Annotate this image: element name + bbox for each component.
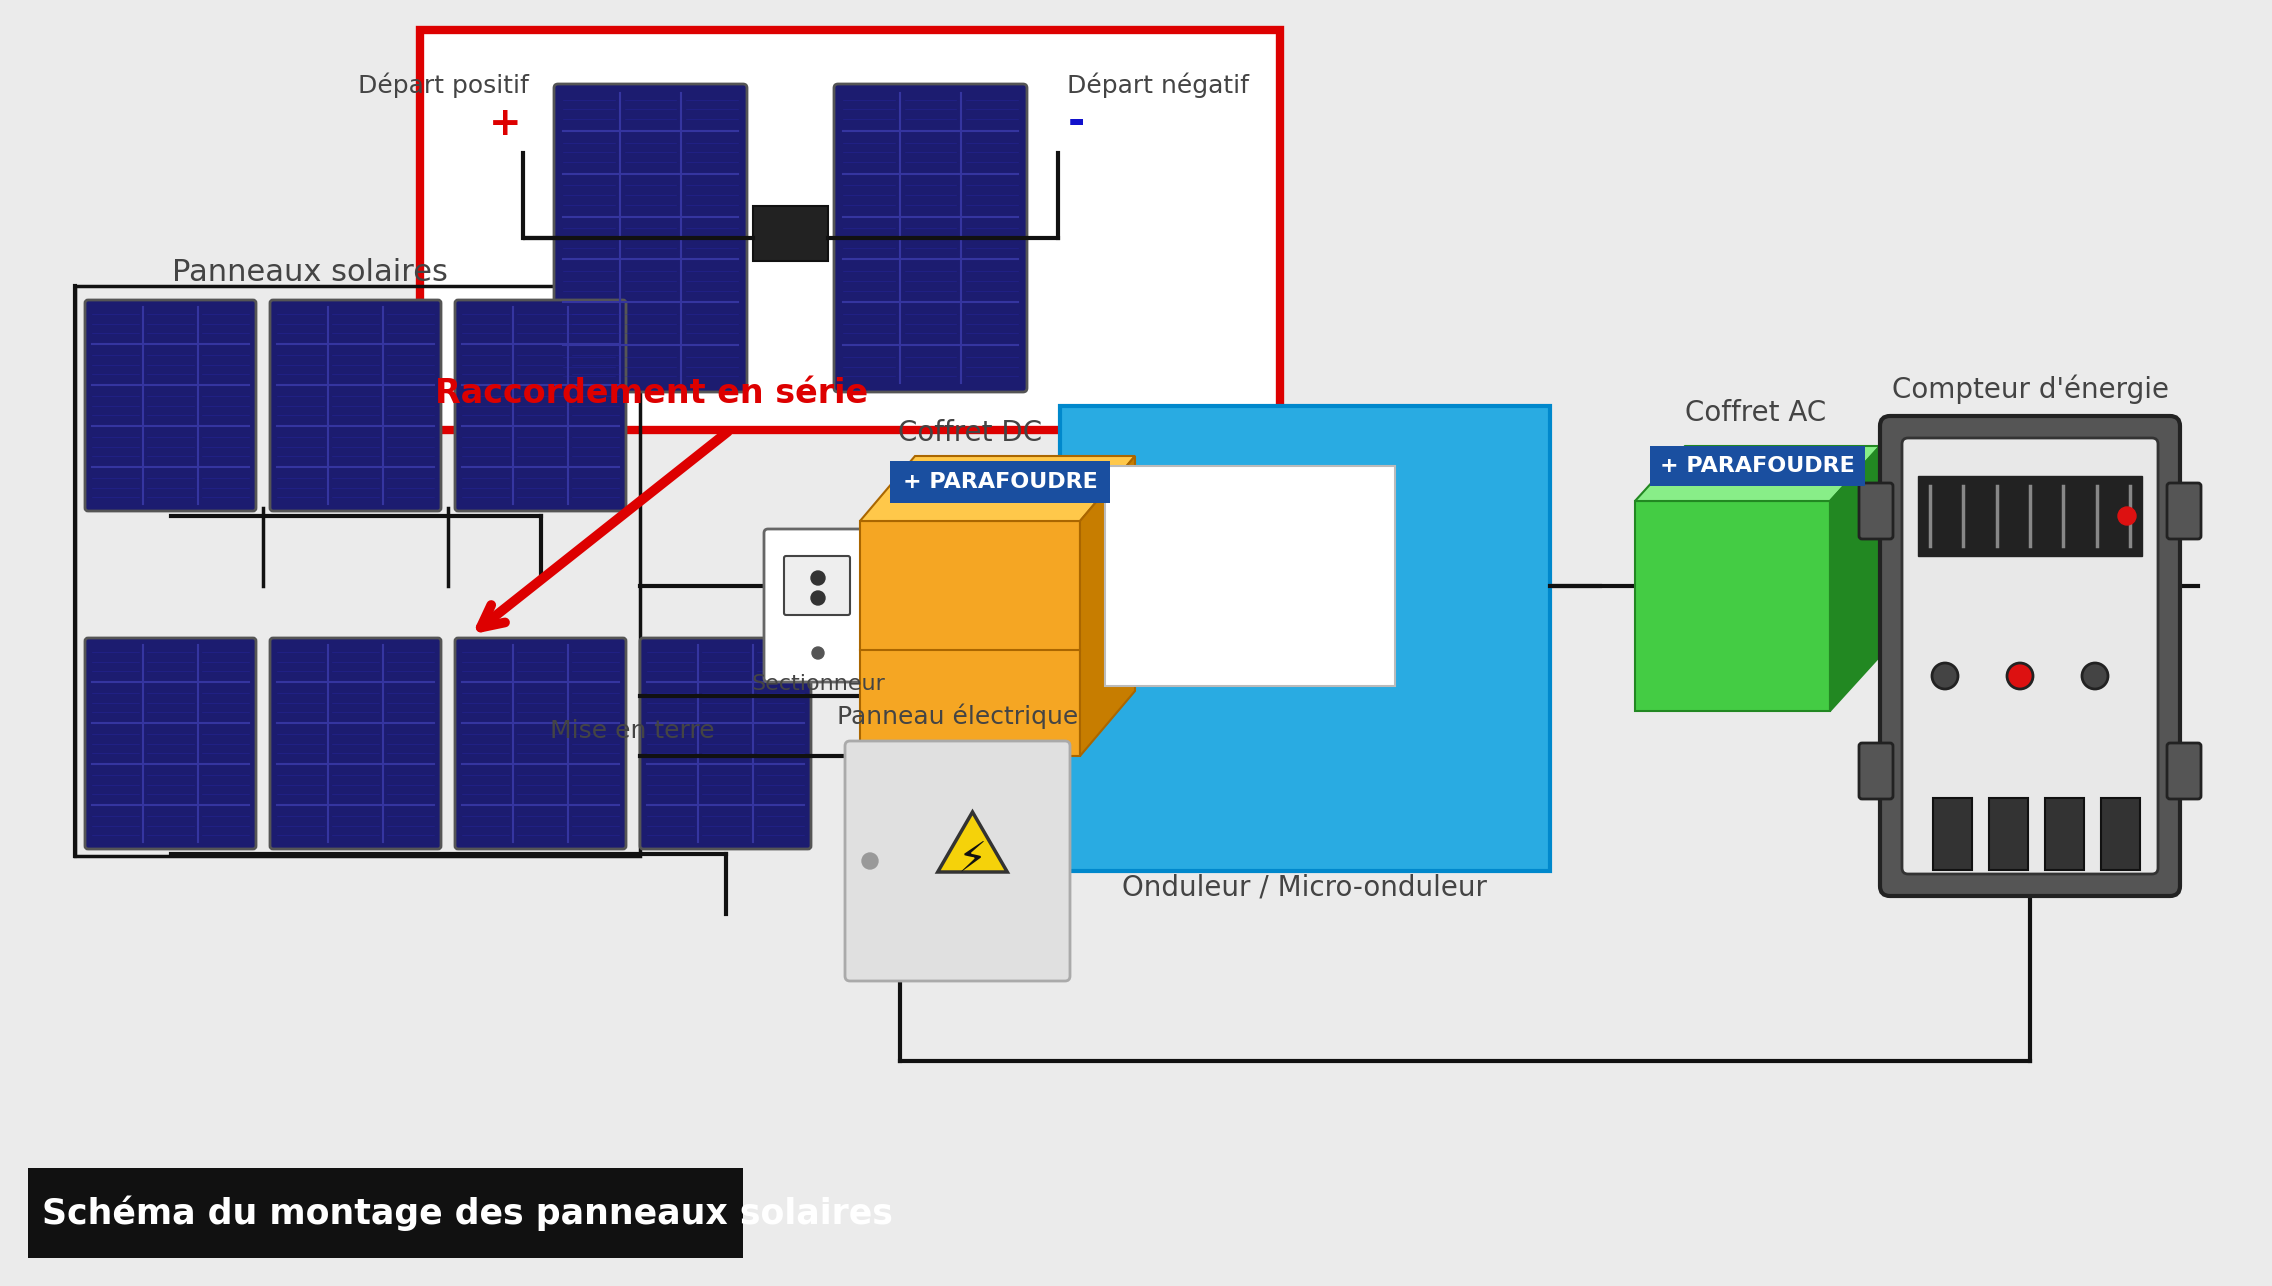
FancyBboxPatch shape xyxy=(834,84,1027,392)
FancyBboxPatch shape xyxy=(270,638,441,849)
Polygon shape xyxy=(861,457,1136,521)
Circle shape xyxy=(2081,664,2108,689)
FancyBboxPatch shape xyxy=(1918,476,2142,556)
FancyBboxPatch shape xyxy=(845,741,1070,981)
FancyBboxPatch shape xyxy=(554,84,747,392)
Circle shape xyxy=(811,592,825,604)
FancyBboxPatch shape xyxy=(752,206,827,261)
FancyBboxPatch shape xyxy=(1649,446,1865,486)
Text: Schéma du montage des panneaux solaires: Schéma du montage des panneaux solaires xyxy=(41,1195,893,1231)
Circle shape xyxy=(811,647,825,658)
Polygon shape xyxy=(938,811,1006,872)
Polygon shape xyxy=(1829,446,1879,711)
Polygon shape xyxy=(1636,446,1879,502)
FancyBboxPatch shape xyxy=(1858,484,1893,539)
FancyBboxPatch shape xyxy=(2102,799,2140,871)
Text: Compteur d'énergie: Compteur d'énergie xyxy=(1893,374,2167,404)
FancyBboxPatch shape xyxy=(641,638,811,849)
FancyBboxPatch shape xyxy=(454,638,627,849)
Text: Panneaux solaires: Panneaux solaires xyxy=(173,258,448,287)
Text: -: - xyxy=(1068,102,1084,143)
FancyBboxPatch shape xyxy=(420,30,1279,430)
Text: Raccordement en série: Raccordement en série xyxy=(434,377,868,410)
FancyBboxPatch shape xyxy=(27,1168,743,1258)
Circle shape xyxy=(1931,664,1958,689)
Text: Coffret AC: Coffret AC xyxy=(1686,399,1827,427)
FancyBboxPatch shape xyxy=(1933,799,1972,871)
FancyBboxPatch shape xyxy=(454,300,627,511)
FancyBboxPatch shape xyxy=(763,529,872,682)
Text: Mise en terre: Mise en terre xyxy=(550,719,716,743)
FancyBboxPatch shape xyxy=(1902,439,2158,874)
FancyBboxPatch shape xyxy=(1988,799,2029,871)
Text: Onduleur / Micro-onduleur: Onduleur / Micro-onduleur xyxy=(1122,874,1488,901)
Text: ⚡: ⚡ xyxy=(959,838,986,880)
FancyBboxPatch shape xyxy=(2167,484,2202,539)
Circle shape xyxy=(811,571,825,585)
Text: + PARAFOUDRE: + PARAFOUDRE xyxy=(902,472,1097,493)
FancyBboxPatch shape xyxy=(270,300,441,511)
Polygon shape xyxy=(1079,457,1136,756)
FancyBboxPatch shape xyxy=(2045,799,2083,871)
FancyBboxPatch shape xyxy=(1858,743,1893,799)
Circle shape xyxy=(2006,664,2033,689)
FancyBboxPatch shape xyxy=(84,638,257,849)
FancyBboxPatch shape xyxy=(1104,466,1395,685)
Text: Départ négatif: Départ négatif xyxy=(1068,72,1250,98)
Text: Coffret DC: Coffret DC xyxy=(897,419,1043,448)
FancyBboxPatch shape xyxy=(2167,743,2202,799)
FancyBboxPatch shape xyxy=(1061,406,1550,871)
Text: Panneau électrique: Panneau électrique xyxy=(836,703,1079,729)
FancyBboxPatch shape xyxy=(861,521,1079,756)
FancyBboxPatch shape xyxy=(891,460,1111,503)
Text: Sectionneur: Sectionneur xyxy=(752,674,884,694)
Circle shape xyxy=(2118,507,2136,525)
Text: + PARAFOUDRE: + PARAFOUDRE xyxy=(1661,457,1854,476)
Text: +: + xyxy=(488,105,520,143)
Circle shape xyxy=(861,853,877,869)
FancyBboxPatch shape xyxy=(1636,502,1829,711)
FancyBboxPatch shape xyxy=(1879,415,2181,896)
FancyBboxPatch shape xyxy=(784,556,850,615)
Text: Départ positif: Départ positif xyxy=(357,72,529,98)
FancyBboxPatch shape xyxy=(84,300,257,511)
